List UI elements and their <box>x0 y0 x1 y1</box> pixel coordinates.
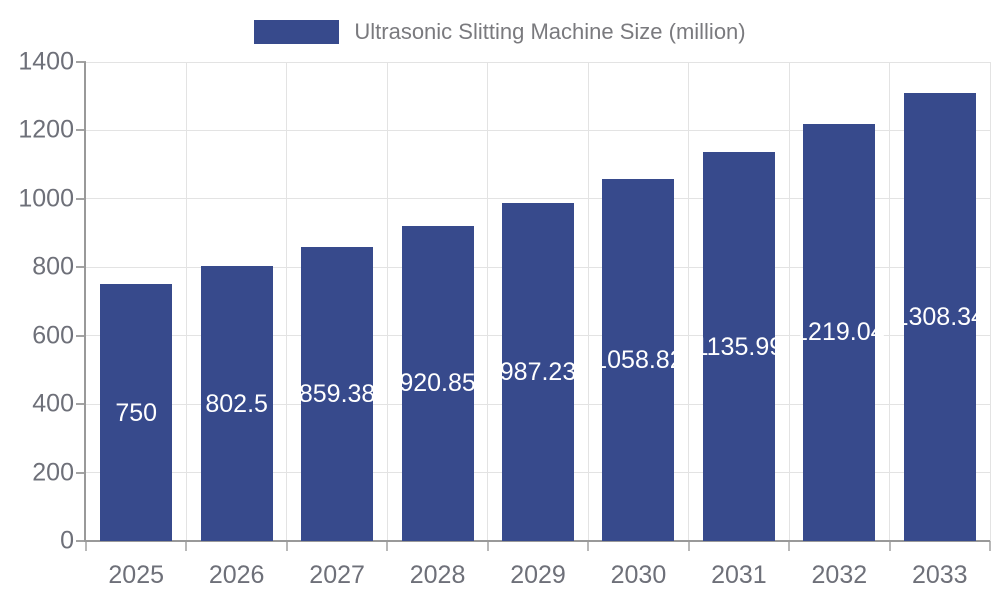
bar-value-label: 987.23 <box>499 358 577 387</box>
y-gridline <box>86 198 990 200</box>
x-gridline <box>989 62 991 541</box>
x-axis-label: 2029 <box>510 561 566 589</box>
bar-2028[interactable] <box>401 225 474 541</box>
legend-swatch-icon <box>254 20 340 44</box>
bar-value-label: 920.85 <box>399 369 476 398</box>
y-axis-tick <box>76 197 86 200</box>
bar-2030[interactable] <box>602 178 675 541</box>
x-gridline <box>386 62 388 541</box>
x-axis-tick <box>687 541 690 551</box>
x-gridline <box>688 62 690 541</box>
x-axis-tick <box>888 541 891 551</box>
y-axis-tick <box>76 540 86 542</box>
y-axis-label: 1000 <box>18 184 74 213</box>
legend[interactable]: Ultrasonic Slitting Machine Size (millio… <box>0 19 1000 45</box>
bar-value-label: 750 <box>115 398 158 427</box>
bar-2033[interactable] <box>903 93 976 541</box>
x-axis-label: 2032 <box>811 561 868 589</box>
x-axis-tick <box>587 541 590 551</box>
x-axis-label: 2027 <box>309 561 365 589</box>
x-axis-tick <box>185 541 188 551</box>
bar-2029[interactable] <box>502 203 574 541</box>
bar-value-label: 1308.34 <box>894 303 985 332</box>
y-axis-label: 600 <box>32 321 74 350</box>
x-axis-tick <box>386 541 389 551</box>
bar-value-label: 1058.82 <box>593 345 684 374</box>
x-axis-label: 2025 <box>108 561 165 589</box>
bar-value-label: 1219.04 <box>794 318 885 347</box>
bar-value-label: 859.38 <box>298 379 376 408</box>
bar-2026[interactable] <box>200 266 273 541</box>
x-gridline <box>286 62 288 541</box>
y-axis-label: 0 <box>60 526 74 555</box>
x-axis-label: 2033 <box>911 561 968 589</box>
x-gridline <box>788 62 790 541</box>
y-axis-tick <box>76 266 86 269</box>
y-axis-line <box>84 62 86 541</box>
y-axis-label: 1200 <box>18 115 74 144</box>
bar-2025[interactable] <box>100 284 173 541</box>
y-axis-label: 800 <box>32 252 74 281</box>
bar-value-label: 802.5 <box>205 389 268 418</box>
bar-2032[interactable] <box>803 123 876 541</box>
x-axis-label: 2026 <box>208 561 265 589</box>
y-axis-tick <box>76 471 86 474</box>
y-gridline <box>86 129 990 131</box>
y-gridline <box>86 61 990 63</box>
x-axis-label: 2028 <box>409 561 466 589</box>
x-gridline <box>185 62 187 541</box>
x-gridline <box>587 62 589 541</box>
bar-2031[interactable] <box>702 152 775 541</box>
y-axis-label: 400 <box>32 389 74 418</box>
x-axis-tick <box>486 541 489 551</box>
bar-2027[interactable] <box>301 246 374 541</box>
y-axis-tick <box>76 403 86 406</box>
x-gridline <box>487 62 489 541</box>
y-axis-tick <box>76 334 86 337</box>
x-axis-label: 2031 <box>711 561 767 589</box>
x-gridline <box>889 62 891 541</box>
x-axis-label: 2030 <box>610 561 667 589</box>
x-axis-tick <box>85 541 87 551</box>
x-axis-tick <box>285 541 288 551</box>
y-axis-label: 1400 <box>18 47 74 76</box>
x-axis-line <box>84 540 990 542</box>
y-axis-tick <box>76 129 86 132</box>
bar-value-label: 1135.99 <box>694 332 784 361</box>
y-axis-tick <box>76 61 86 63</box>
legend-label: Ultrasonic Slitting Machine Size (millio… <box>354 19 746 44</box>
x-axis-tick <box>989 541 991 551</box>
x-axis-tick <box>788 541 791 551</box>
y-axis-label: 200 <box>32 458 74 487</box>
